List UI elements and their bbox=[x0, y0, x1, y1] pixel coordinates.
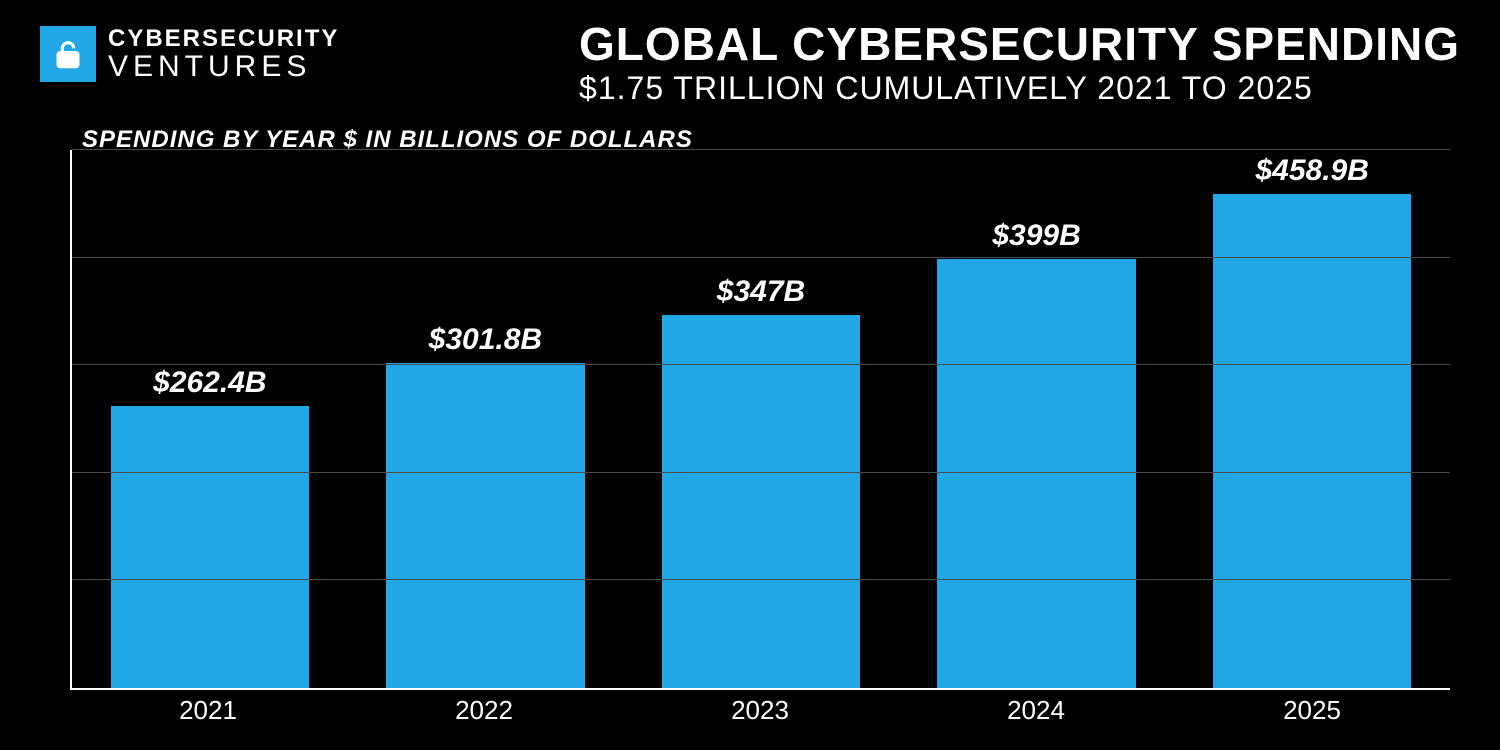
brand-text: CYBERSECURITY VENTURES bbox=[108, 26, 339, 83]
bar-value-label: $301.8B bbox=[429, 323, 542, 357]
chart-gridline bbox=[72, 579, 1450, 580]
bar-rect bbox=[937, 259, 1135, 688]
lock-icon bbox=[40, 26, 96, 82]
x-axis-label: 2022 bbox=[346, 695, 622, 726]
chart-title: GLOBAL CYBERSECURITY SPENDING bbox=[579, 20, 1460, 68]
brand-logo: CYBERSECURITY VENTURES bbox=[40, 26, 339, 83]
chart-gridline bbox=[72, 149, 1450, 150]
bar-value-label: $458.9B bbox=[1255, 154, 1368, 188]
bar-value-label: $399B bbox=[992, 219, 1080, 253]
chart-bars: $262.4B $301.8B $347B $399B $458.9B bbox=[72, 150, 1450, 688]
bar-column: $399B bbox=[899, 150, 1175, 688]
chart-gridline bbox=[72, 257, 1450, 258]
chart: SPENDING BY YEAR $ IN BILLIONS OF DOLLAR… bbox=[70, 120, 1450, 730]
x-axis-label: 2023 bbox=[622, 695, 898, 726]
chart-x-axis: 20212022202320242025 bbox=[70, 690, 1450, 730]
bar-column: $347B bbox=[623, 150, 899, 688]
bar-value-label: $262.4B bbox=[153, 366, 266, 400]
bar-column: $301.8B bbox=[348, 150, 624, 688]
x-axis-label: 2025 bbox=[1174, 695, 1450, 726]
bar-column: $458.9B bbox=[1174, 150, 1450, 688]
brand-line1: CYBERSECURITY bbox=[108, 26, 339, 51]
x-axis-label: 2021 bbox=[70, 695, 346, 726]
brand-line2: VENTURES bbox=[108, 51, 339, 83]
bar-rect bbox=[111, 406, 309, 688]
bar-rect bbox=[386, 363, 584, 688]
bar-rect bbox=[1213, 194, 1411, 688]
chart-plot-area: $262.4B $301.8B $347B $399B $458.9B bbox=[70, 150, 1450, 690]
bar-column: $262.4B bbox=[72, 150, 348, 688]
chart-gridline bbox=[72, 364, 1450, 365]
header: CYBERSECURITY VENTURES GLOBAL CYBERSECUR… bbox=[0, 20, 1500, 107]
bar-value-label: $347B bbox=[717, 275, 805, 309]
chart-subtitle-line: $1.75 TRILLION CUMULATIVELY 2021 TO 2025 bbox=[579, 70, 1460, 107]
title-block: GLOBAL CYBERSECURITY SPENDING $1.75 TRIL… bbox=[579, 20, 1460, 107]
chart-gridline bbox=[72, 472, 1450, 473]
bar-rect bbox=[662, 315, 860, 688]
x-axis-label: 2024 bbox=[898, 695, 1174, 726]
